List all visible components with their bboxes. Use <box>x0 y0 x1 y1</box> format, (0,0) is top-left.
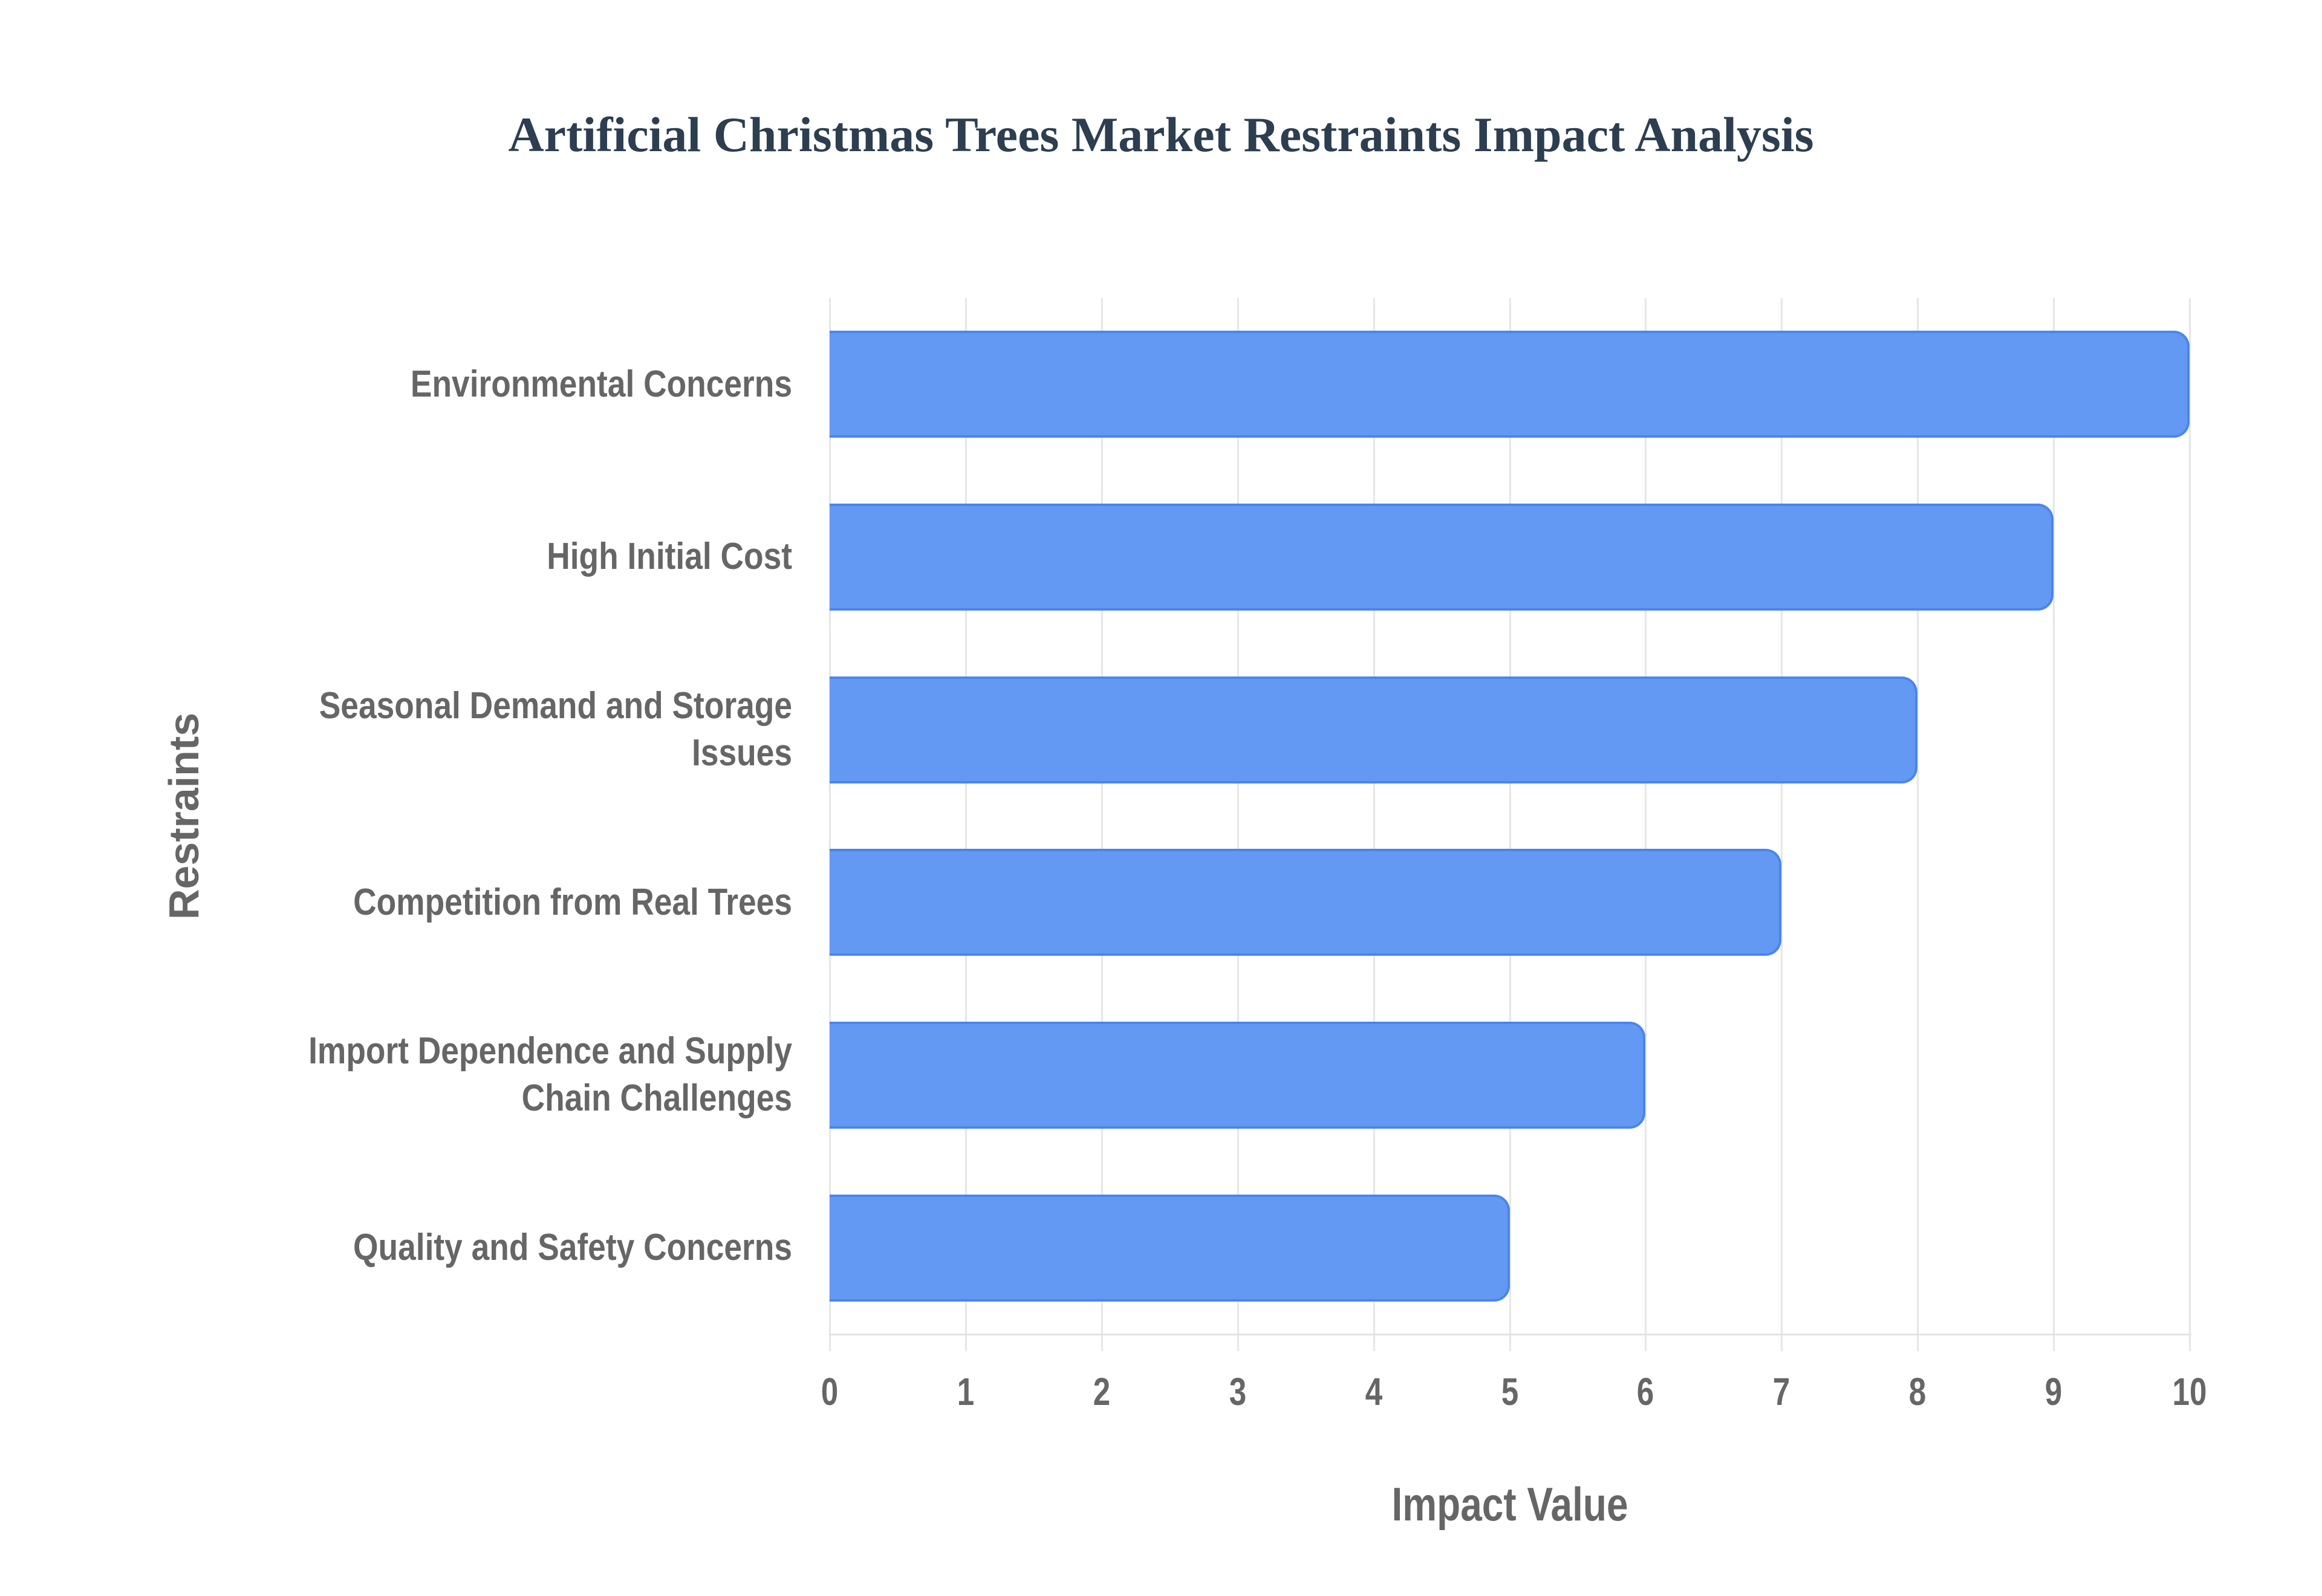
x-tick-label: 6 <box>1637 1370 1654 1413</box>
y-category-label-line: Import Dependence and Supply <box>308 1030 792 1072</box>
y-category-label: Competition from Real Trees <box>168 816 792 989</box>
gridline <box>829 298 831 1351</box>
gridline <box>1101 298 1103 1351</box>
y-category-label-line: Environmental Concerns <box>410 363 792 405</box>
y-category-label: Environmental Concerns <box>168 298 792 471</box>
bar[interactable] <box>830 1022 1646 1129</box>
y-category-label: Import Dependence and Supply Chain Challe… <box>168 989 792 1162</box>
gridline <box>2053 298 2055 1351</box>
x-tick-label: 2 <box>1093 1370 1111 1413</box>
gridline <box>964 298 967 1351</box>
bar[interactable] <box>830 849 1782 956</box>
x-tick-label: 0 <box>821 1370 839 1413</box>
gridline <box>1237 298 1239 1351</box>
gridline <box>2189 298 2191 1351</box>
x-tick-label: 5 <box>1501 1370 1518 1413</box>
y-category-label-line: Chain Challenges <box>521 1077 792 1120</box>
x-axis-line <box>830 1334 2191 1335</box>
x-tick-label: 9 <box>2044 1370 2063 1413</box>
x-tick-label: 4 <box>1365 1370 1382 1413</box>
y-category-label-line: Quality and Safety Concerns <box>353 1227 792 1269</box>
x-axis-title: Impact Value <box>1391 1478 1628 1531</box>
gridline <box>1781 298 1783 1351</box>
gridline <box>1509 298 1511 1351</box>
x-tick-label: 8 <box>1908 1370 1927 1413</box>
bar[interactable] <box>830 331 2190 438</box>
chart-title: Artificial Christmas Trees Market Restra… <box>508 107 1814 162</box>
y-category-label-line: High Initial Cost <box>547 536 792 578</box>
x-tick-label: 1 <box>957 1370 975 1413</box>
bar[interactable] <box>830 676 1918 783</box>
y-category-label: High Initial Cost <box>168 471 792 644</box>
y-category-label: Seasonal Demand and Storage Issues <box>168 643 792 816</box>
gridline <box>1645 298 1647 1351</box>
x-tick-label: 10 <box>2172 1370 2207 1413</box>
gridline <box>1373 298 1375 1351</box>
bar[interactable] <box>830 1194 1510 1302</box>
y-category-label: Quality and Safety Concerns <box>168 1161 792 1334</box>
y-category-label-line: Issues <box>691 732 792 774</box>
bar[interactable] <box>830 504 2054 611</box>
x-tick-label: 7 <box>1773 1370 1790 1413</box>
gridline <box>1917 298 1919 1351</box>
x-tick-label: 3 <box>1229 1370 1246 1413</box>
y-category-label-line: Competition from Real Trees <box>353 881 792 923</box>
y-category-label-line: Seasonal Demand and Storage <box>319 685 792 727</box>
